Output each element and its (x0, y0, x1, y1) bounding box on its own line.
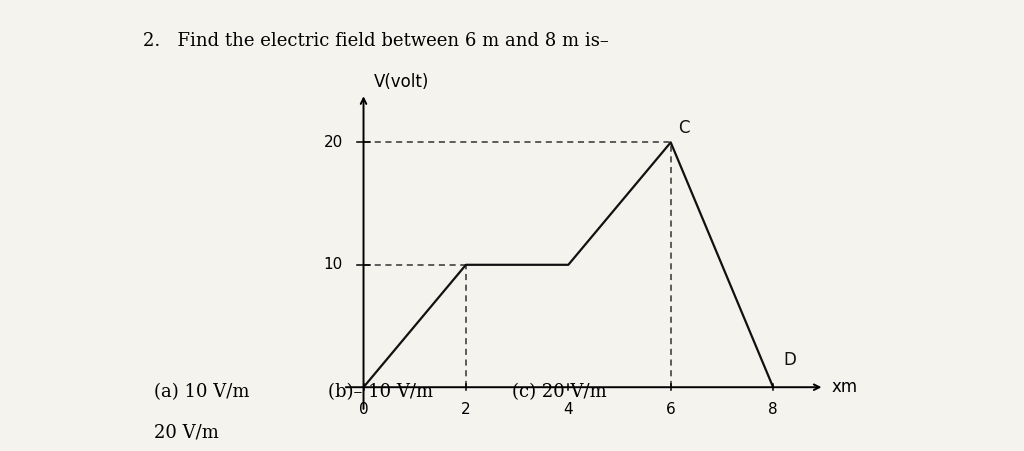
Text: 6: 6 (666, 402, 676, 417)
Text: V(volt): V(volt) (374, 73, 429, 91)
Text: (c) 20 V/m: (c) 20 V/m (512, 383, 607, 401)
Text: 8: 8 (768, 402, 778, 417)
Text: 4: 4 (563, 402, 573, 417)
Text: 20 V/m: 20 V/m (154, 424, 218, 442)
Text: xm: xm (831, 378, 858, 396)
Text: (a) 10 V/m: (a) 10 V/m (154, 383, 249, 401)
Text: 2: 2 (461, 402, 471, 417)
Text: C: C (679, 120, 690, 138)
Text: 10: 10 (324, 258, 343, 272)
Text: 0: 0 (358, 402, 369, 417)
Text: 2.   Find the electric field between 6 m and 8 m is–: 2. Find the electric field between 6 m a… (143, 32, 609, 50)
Text: 20: 20 (324, 135, 343, 150)
Text: (b)– 10 V/m: (b)– 10 V/m (328, 383, 433, 401)
Text: D: D (783, 351, 797, 369)
